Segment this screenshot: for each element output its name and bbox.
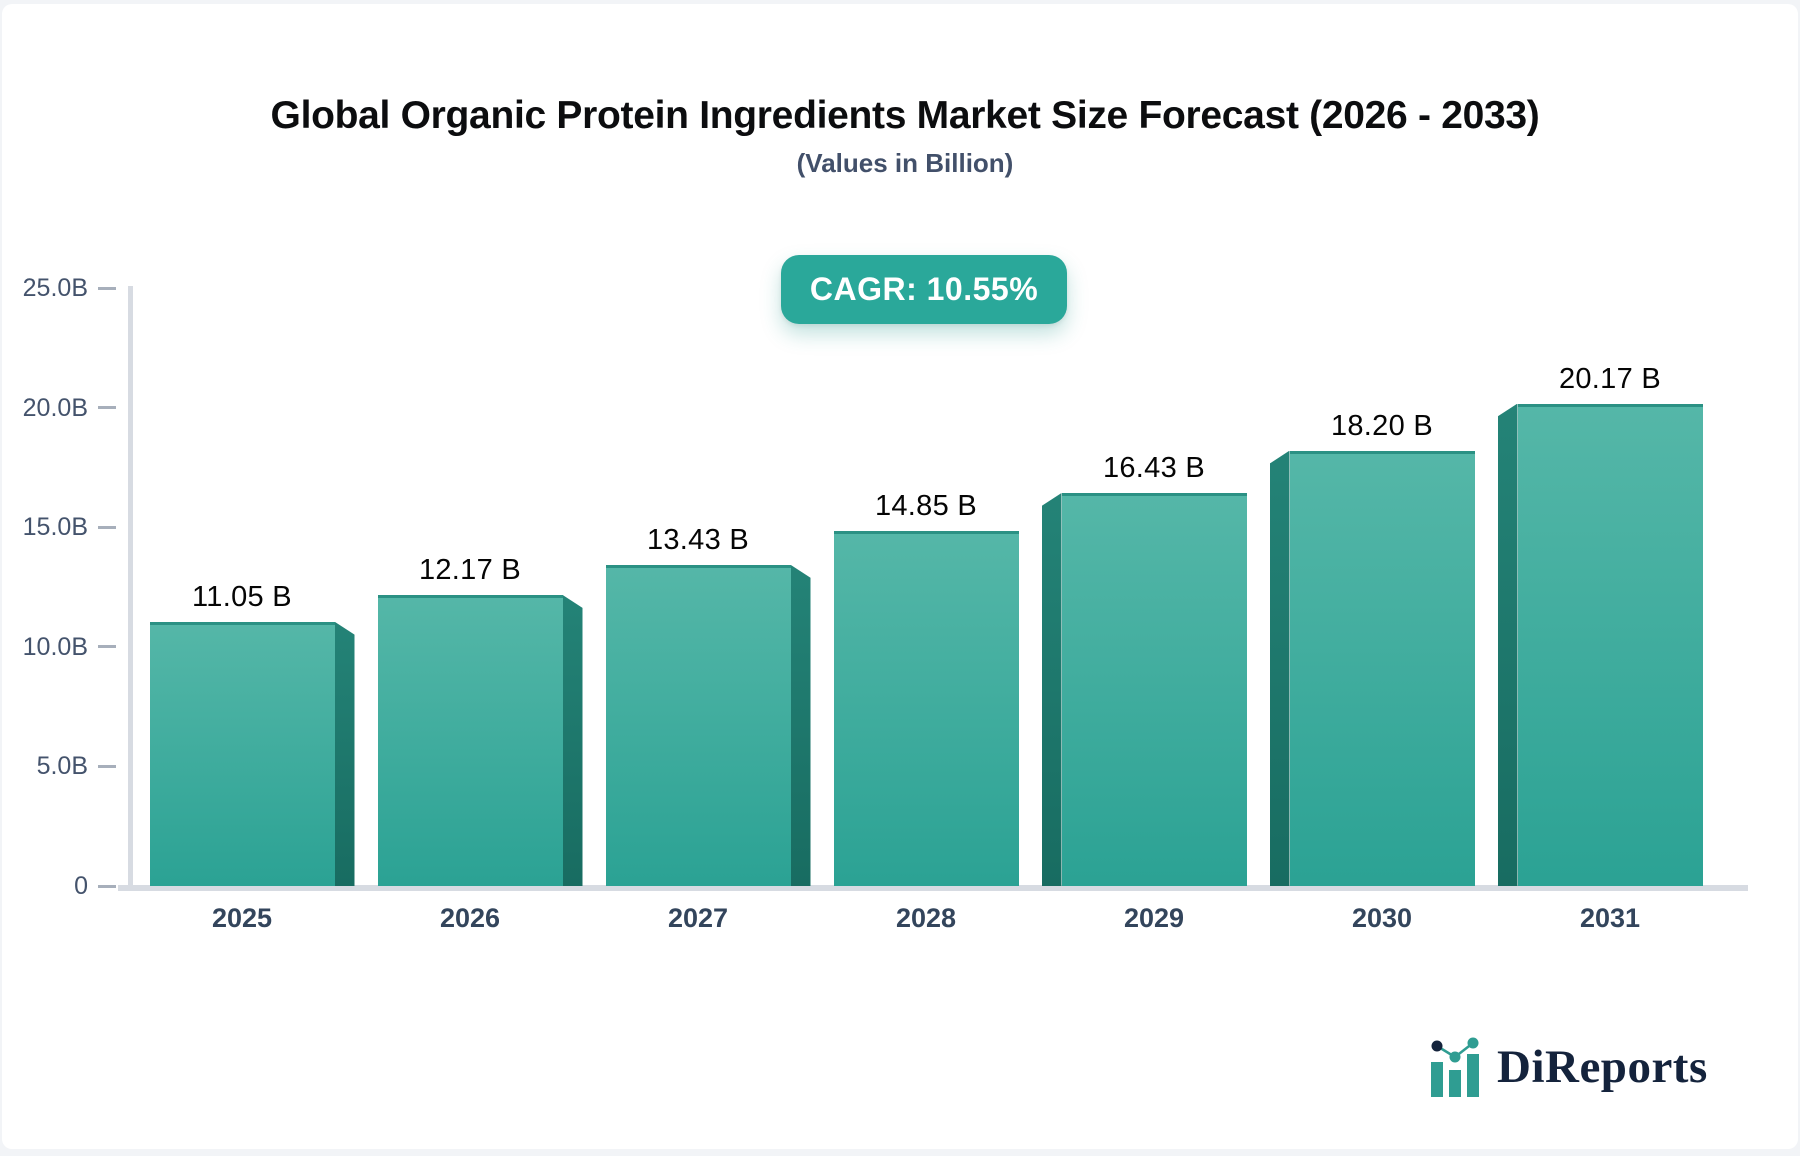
y-axis-label: 15.0B	[22, 513, 88, 542]
y-axis-tick	[98, 764, 116, 768]
bar-3d-side	[1497, 403, 1518, 886]
y-axis-label: 20.0B	[22, 393, 88, 422]
y-axis-tick	[98, 406, 116, 410]
bar-2026	[377, 594, 563, 886]
direports-logo: DiReports	[1428, 1032, 1708, 1102]
bar-value-label: 18.20 B	[1330, 409, 1434, 442]
bar-value-label: 12.17 B	[418, 553, 522, 586]
y-axis-tick	[98, 884, 116, 888]
y-axis-line	[128, 286, 133, 891]
cagr-badge: CAGR: 10.55%	[781, 255, 1067, 324]
bar-3d-side	[562, 594, 583, 886]
bar-3d-side	[1269, 450, 1290, 886]
chart-title: Global Organic Protein Ingredients Marke…	[270, 94, 1540, 137]
x-axis-label: 2027	[667, 903, 729, 933]
y-axis-tick	[98, 645, 116, 649]
y-axis-label: 10.0B	[22, 632, 88, 661]
bar-3d-side	[790, 564, 811, 886]
bar-3d-side	[334, 621, 355, 886]
bar-value-label: 14.85 B	[874, 489, 978, 522]
y-axis-label: 0	[74, 872, 88, 900]
x-axis-label: 2025	[211, 903, 273, 933]
bar-value-label: 20.17 B	[1558, 362, 1662, 395]
y-axis-label: 5.0B	[36, 752, 88, 781]
direports-logo-icon	[1431, 1037, 1479, 1097]
bar-2025	[149, 621, 335, 886]
chart-subtitle: (Values in Billion)	[796, 148, 1014, 178]
y-axis-tick	[98, 525, 116, 529]
x-axis-label: 2026	[439, 903, 501, 933]
bar-2030	[1289, 450, 1475, 886]
y-axis-label: 25.0B	[22, 274, 88, 302]
bar-value-label: 13.43 B	[646, 523, 750, 556]
bar-2029	[1061, 492, 1247, 886]
y-axis-tick	[98, 286, 116, 290]
x-axis-label: 2029	[1123, 903, 1185, 933]
bar-2027	[605, 564, 791, 886]
x-axis-label: 2031	[1579, 903, 1641, 933]
bar-2031	[1517, 403, 1703, 886]
direports-logo-text: DiReports	[1497, 1041, 1708, 1093]
bar-2028	[833, 530, 1019, 886]
x-axis-label: 2028	[895, 903, 957, 933]
x-axis-label: 2030	[1351, 903, 1413, 933]
x-axis-line	[118, 885, 1748, 891]
bar-value-label: 11.05 B	[192, 580, 292, 613]
bar-3d-side	[1041, 492, 1062, 886]
bar-value-label: 16.43 B	[1102, 451, 1206, 484]
